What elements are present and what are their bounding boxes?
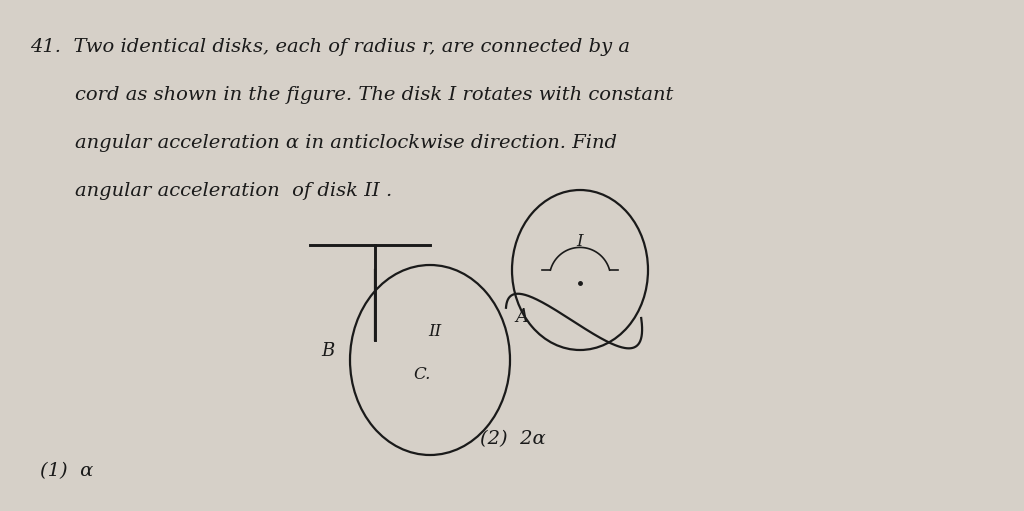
Text: 41.  Two identical disks, each of radius r, are connected by a: 41. Two identical disks, each of radius … [30, 38, 630, 56]
Text: (2)  2α: (2) 2α [480, 430, 546, 448]
Text: II: II [428, 323, 441, 340]
Text: cord as shown in the figure. The disk I rotates with constant: cord as shown in the figure. The disk I … [75, 86, 674, 104]
Text: A: A [515, 308, 528, 326]
Text: (1)  α: (1) α [40, 462, 93, 480]
Text: B: B [322, 341, 335, 360]
Text: I: I [577, 234, 584, 250]
Text: angular acceleration  of disk II .: angular acceleration of disk II . [75, 182, 392, 200]
Text: angular acceleration α in anticlockwise direction. Find: angular acceleration α in anticlockwise … [75, 134, 617, 152]
Text: C.: C. [414, 366, 431, 383]
